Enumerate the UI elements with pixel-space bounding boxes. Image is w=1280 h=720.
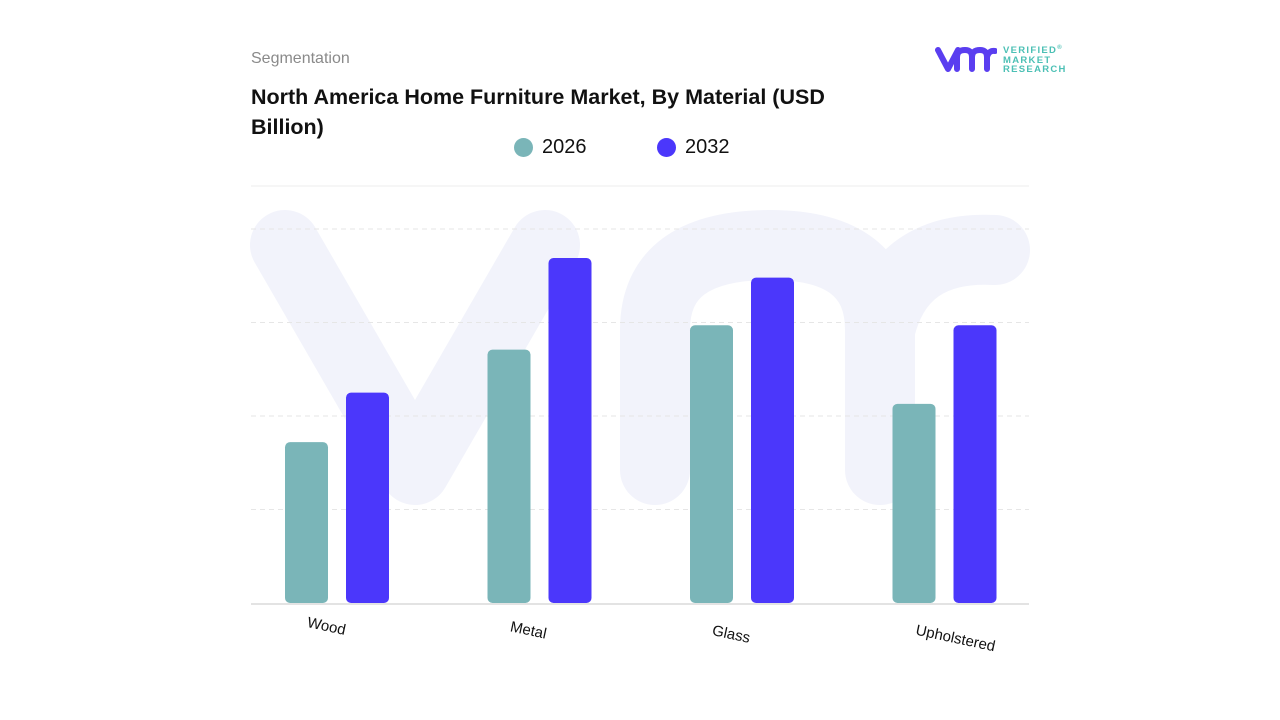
legend-swatch-2026 — [514, 138, 533, 157]
watermark-icon — [250, 210, 1030, 505]
logo-line2: MARKET — [1003, 54, 1052, 66]
bar-upholstered-2032 — [953, 325, 997, 603]
legend-label-2032: 2032 — [685, 136, 730, 158]
vmr-logo-icon — [935, 47, 997, 73]
legend-item-2032: 2032 — [657, 136, 800, 159]
bar-glass-2032 — [751, 277, 794, 603]
bar-metal-2032 — [548, 257, 592, 603]
chart-title: North America Home Furniture Market, By … — [251, 85, 825, 139]
bar-wood-2026 — [285, 442, 328, 603]
logo-line3: RESEARCH — [1003, 64, 1067, 76]
bar-upholstered-2026 — [892, 403, 936, 603]
legend-swatch-2032 — [657, 138, 676, 157]
legend: 2026 2032 — [514, 136, 800, 159]
bar-glass-2026 — [690, 325, 733, 603]
bar-wood-2032 — [346, 392, 389, 603]
bar-metal-2026 — [487, 349, 531, 603]
segment-label: Segmentation — [251, 50, 350, 67]
logo: VERIFIED® MARKET RESEARCH — [935, 44, 1067, 75]
logo-line1: VERIFIED® — [1003, 45, 1063, 57]
legend-label-2026: 2026 — [542, 136, 587, 158]
legend-item-2026: 2026 — [514, 136, 657, 159]
